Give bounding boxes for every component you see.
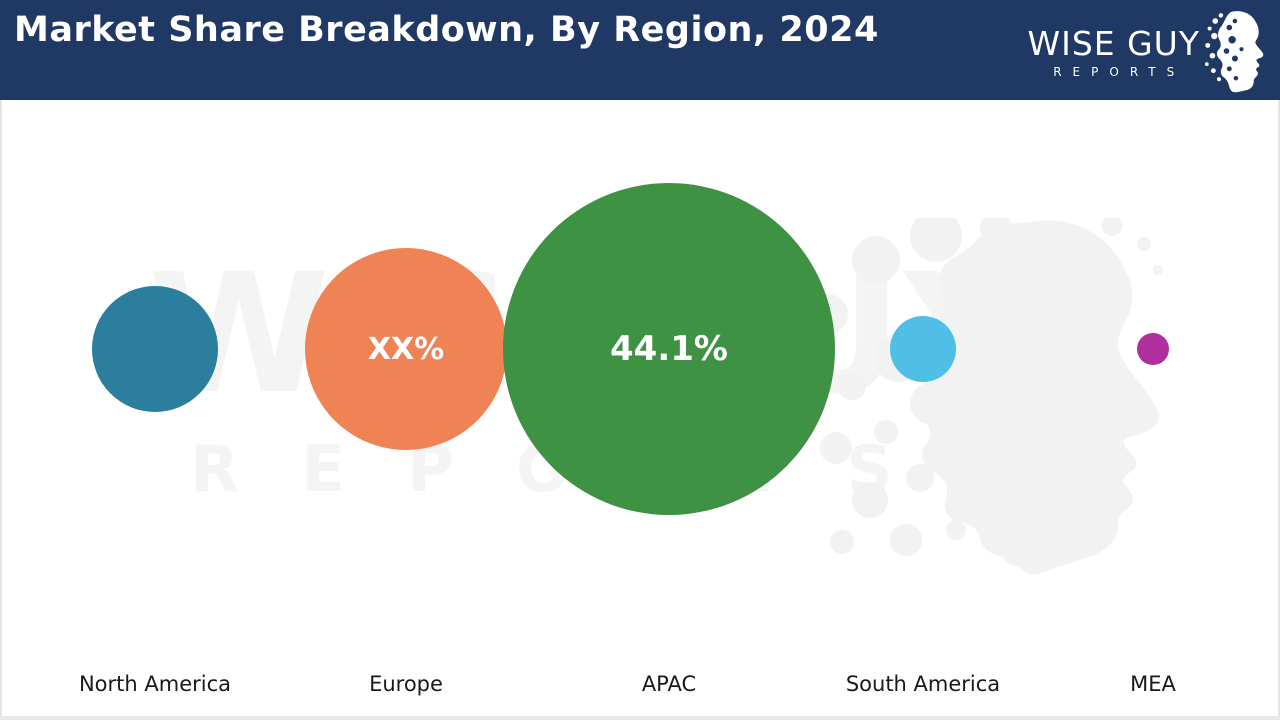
region-label-mea: MEA (1130, 672, 1176, 696)
region-label-apac: APAC (641, 672, 697, 696)
logo-reports: REPORTS (1053, 64, 1186, 79)
bubble-mea (1137, 333, 1169, 365)
logo-head-icon (1204, 11, 1264, 93)
region-label-south-america: South America (845, 672, 1001, 696)
logo-name: WISE GUY (1027, 23, 1200, 63)
bubble-apac: 44.1% (503, 183, 835, 515)
region-label-north-america: North America (78, 672, 232, 696)
bubble-value-apac: 44.1% (610, 329, 728, 369)
bubble-south-america (890, 316, 956, 382)
bubble-north-america (92, 286, 218, 412)
region-label-europe: Europe (369, 672, 443, 696)
wise-guy-reports-logo: WISE GUY REPORTS (1027, 8, 1264, 94)
watermark-head-graphic (814, 218, 1163, 575)
bottom-strip (0, 716, 1280, 720)
bubble-europe: XX% (305, 248, 507, 450)
logo-text: WISE GUY REPORTS (1027, 24, 1200, 79)
page-title: Market Share Breakdown, By Region, 2024 (14, 10, 879, 50)
header-bar: Market Share Breakdown, By Region, 2024 … (0, 0, 1280, 100)
bubble-value-europe: XX% (367, 331, 445, 367)
